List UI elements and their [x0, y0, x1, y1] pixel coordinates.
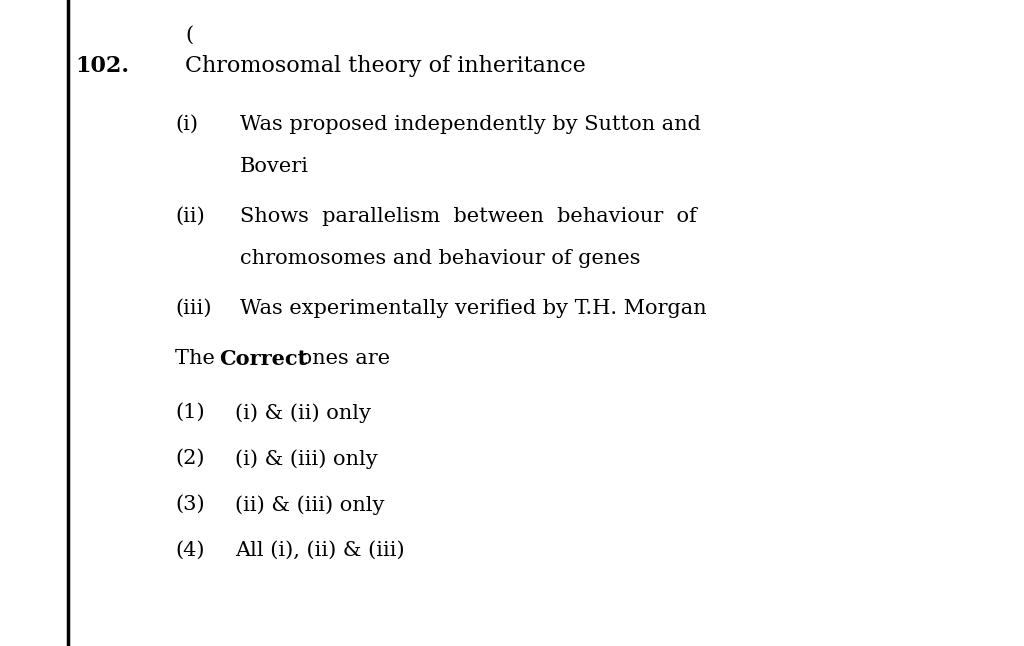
Text: (ii): (ii): [175, 207, 205, 226]
Text: (iii): (iii): [175, 299, 212, 318]
Text: Boveri: Boveri: [240, 157, 309, 176]
Text: ones are: ones are: [293, 349, 390, 368]
Text: (i) & (iii) only: (i) & (iii) only: [234, 449, 378, 468]
Text: Correct: Correct: [219, 349, 307, 369]
Text: chromosomes and behaviour of genes: chromosomes and behaviour of genes: [240, 249, 640, 268]
Text: Chromosomal theory of inheritance: Chromosomal theory of inheritance: [185, 55, 586, 77]
Text: (: (: [185, 26, 194, 45]
Text: (1): (1): [175, 403, 205, 422]
Text: Was experimentally verified by T.H. Morgan: Was experimentally verified by T.H. Morg…: [240, 299, 707, 318]
Text: (4): (4): [175, 541, 205, 560]
Text: 102.: 102.: [75, 55, 129, 77]
Text: (i): (i): [175, 115, 198, 134]
Text: Shows  parallelism  between  behaviour  of: Shows parallelism between behaviour of: [240, 207, 696, 226]
Text: (ii) & (iii) only: (ii) & (iii) only: [234, 495, 384, 515]
Text: Was proposed independently by Sutton and: Was proposed independently by Sutton and: [240, 115, 700, 134]
Text: (3): (3): [175, 495, 205, 514]
Text: All (i), (ii) & (iii): All (i), (ii) & (iii): [234, 541, 404, 560]
Text: The: The: [175, 349, 221, 368]
Text: (2): (2): [175, 449, 205, 468]
Text: (i) & (ii) only: (i) & (ii) only: [234, 403, 371, 422]
